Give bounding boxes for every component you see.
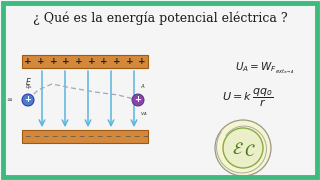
- Bar: [22, 55, 148, 68]
- Text: +: +: [88, 57, 95, 66]
- Text: $q_o$: $q_o$: [25, 83, 33, 91]
- Text: +: +: [25, 96, 31, 105]
- Text: $A$: $A$: [140, 82, 146, 90]
- Text: +: +: [134, 96, 141, 105]
- Text: −: −: [42, 132, 48, 141]
- Text: +: +: [37, 57, 44, 66]
- Text: $U = k\,\dfrac{qq_o}{r}$: $U = k\,\dfrac{qq_o}{r}$: [222, 87, 273, 109]
- Text: −: −: [78, 132, 85, 141]
- Text: −: −: [69, 132, 76, 141]
- Text: +: +: [100, 57, 108, 66]
- Circle shape: [215, 120, 271, 176]
- Text: −: −: [133, 132, 139, 141]
- Text: $v_A$: $v_A$: [140, 110, 148, 118]
- Text: $\infty$: $\infty$: [6, 97, 13, 103]
- Text: +: +: [24, 57, 32, 66]
- Text: ¿ Qué es la energía potencial eléctrica ?: ¿ Qué es la energía potencial eléctrica …: [33, 11, 287, 25]
- Text: $\mathcal{C}$: $\mathcal{C}$: [244, 142, 256, 160]
- Text: $U_A = W_{F_{ext_{\infty \to A}}}$: $U_A = W_{F_{ext_{\infty \to A}}}$: [235, 60, 295, 76]
- Circle shape: [132, 94, 144, 106]
- Text: $\mathcal{E}$: $\mathcal{E}$: [232, 140, 244, 158]
- Circle shape: [223, 128, 263, 168]
- Text: −: −: [96, 132, 103, 141]
- Text: −: −: [51, 132, 57, 141]
- Circle shape: [22, 94, 34, 106]
- Text: −: −: [115, 132, 121, 141]
- Text: −: −: [124, 132, 130, 141]
- Text: +: +: [75, 57, 83, 66]
- Text: −: −: [33, 132, 39, 141]
- Text: +: +: [113, 57, 120, 66]
- Text: +: +: [125, 57, 133, 66]
- Text: −: −: [106, 132, 112, 141]
- Bar: [22, 130, 148, 143]
- Text: +: +: [138, 57, 146, 66]
- Text: +: +: [50, 57, 57, 66]
- Text: −: −: [142, 132, 148, 141]
- Text: −: −: [87, 132, 94, 141]
- Text: −: −: [60, 132, 67, 141]
- Text: $E$: $E$: [25, 76, 32, 87]
- Text: −: −: [24, 132, 30, 141]
- Text: +: +: [62, 57, 70, 66]
